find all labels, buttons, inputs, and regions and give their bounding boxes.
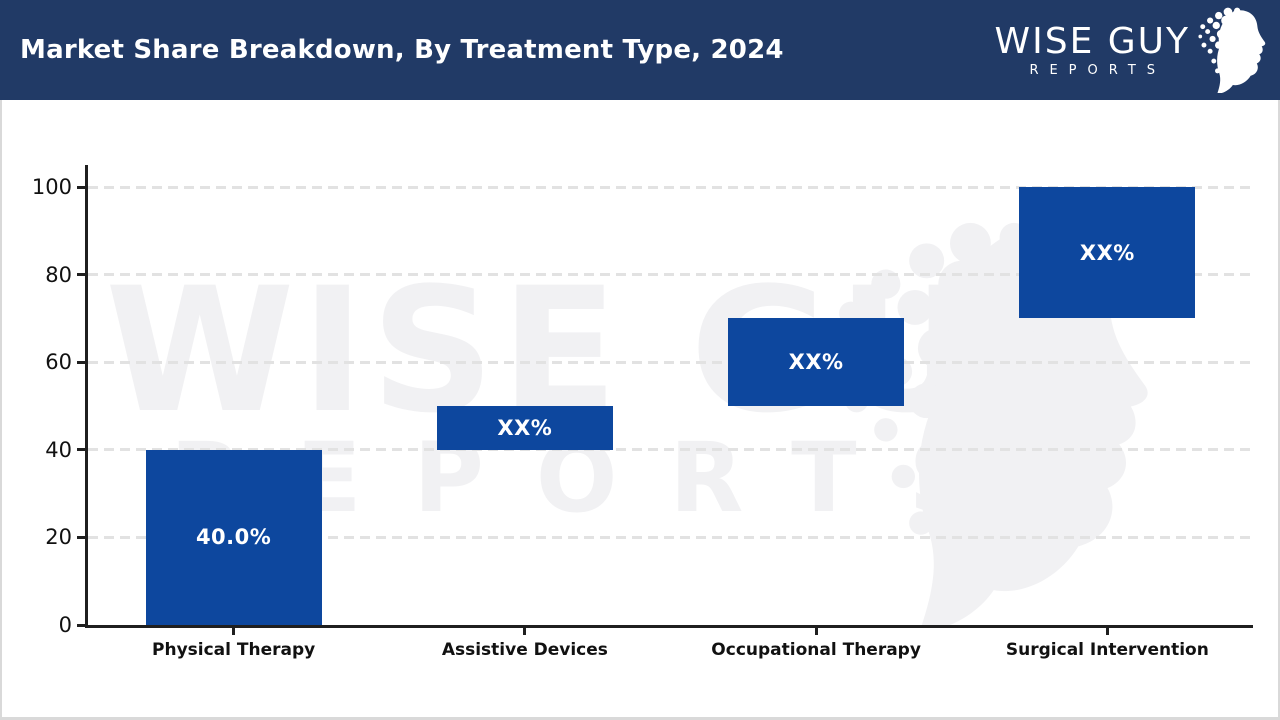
x-category-label: Surgical Intervention bbox=[1005, 640, 1209, 660]
gridline-100 bbox=[88, 185, 1253, 189]
bar-value-label: XX% bbox=[1079, 240, 1135, 265]
y-tick-80 bbox=[77, 273, 86, 277]
waterfall-chart: WISE GUY REPORTS 0 20 40 60 80 100 40.0% XX% XX%… bbox=[0, 100, 1280, 720]
brand-logo: WISE GUY REPORTS bbox=[995, 0, 1269, 100]
gridline-60 bbox=[88, 360, 1253, 364]
bar-value-label: 40.0% bbox=[195, 525, 272, 550]
y-tick-label-100: 100 bbox=[31, 175, 72, 199]
bar-surgical-intervention: XX% bbox=[1019, 187, 1196, 319]
x-category-label: Physical Therapy bbox=[152, 640, 316, 660]
bar-physical-therapy: 40.0% bbox=[145, 449, 322, 625]
x-tick-2 bbox=[523, 626, 527, 635]
y-tick-0 bbox=[77, 623, 86, 627]
x-category-label: Assistive Devices bbox=[441, 640, 608, 660]
gridline-20 bbox=[88, 535, 1253, 539]
gridline-40 bbox=[88, 448, 1253, 452]
y-axis-spine bbox=[85, 165, 88, 628]
x-tick-4 bbox=[1105, 626, 1109, 635]
y-tick-label-20: 20 bbox=[45, 525, 72, 550]
bar-assistive-devices: XX% bbox=[436, 406, 613, 450]
y-tick-label-80: 80 bbox=[45, 262, 72, 287]
y-tick-40 bbox=[77, 448, 86, 452]
x-axis-spine bbox=[85, 625, 1253, 628]
header-bar: Market Share Breakdown, By Treatment Typ… bbox=[0, 0, 1280, 100]
brand-logo-text: WISE GUY REPORTS bbox=[994, 20, 1191, 78]
gridline-80 bbox=[88, 273, 1253, 277]
x-tick-1 bbox=[232, 626, 236, 635]
bar-value-label: XX% bbox=[788, 350, 844, 375]
brand-subtitle: REPORTS bbox=[1029, 62, 1167, 78]
x-tick-3 bbox=[814, 626, 818, 635]
brand-head-icon bbox=[1194, 7, 1268, 93]
x-category-label: Occupational Therapy bbox=[711, 640, 921, 660]
bar-value-label: XX% bbox=[497, 415, 553, 440]
y-tick-60 bbox=[77, 360, 86, 364]
y-tick-label-40: 40 bbox=[45, 437, 72, 462]
y-tick-100 bbox=[77, 185, 86, 189]
bar-occupational-therapy: XX% bbox=[728, 318, 905, 406]
chart-title: Market Share Breakdown, By Treatment Typ… bbox=[20, 35, 784, 65]
y-tick-label-60: 60 bbox=[45, 350, 72, 375]
brand-name: WISE GUY bbox=[994, 20, 1190, 62]
y-tick-20 bbox=[77, 535, 86, 539]
y-tick-label-0: 0 bbox=[58, 613, 72, 637]
